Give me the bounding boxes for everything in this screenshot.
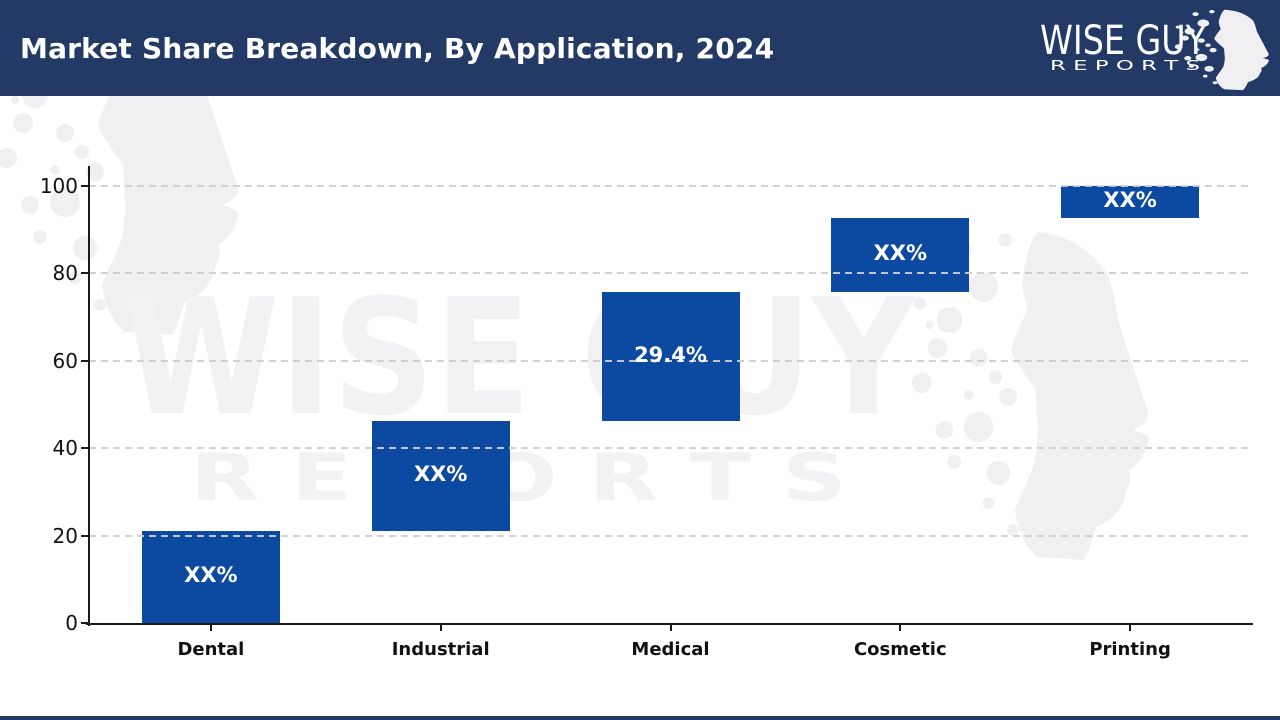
x-category-label-industrial: Industrial — [391, 639, 490, 660]
y-tick-80 — [81, 272, 89, 274]
x-tick-dental — [209, 623, 212, 631]
bar-value-label-industrial: XX% — [413, 462, 468, 486]
y-tick-0 — [81, 622, 89, 624]
y-tick-40 — [81, 447, 89, 449]
y-tick-label-40: 40 — [52, 436, 78, 460]
gridline-y-40 — [89, 447, 1253, 449]
header-bar: Market Share Breakdown, By Application, … — [0, 0, 1280, 96]
footer-strip — [0, 716, 1280, 720]
x-tick-industrial — [439, 623, 442, 631]
gridline-y-100 — [89, 184, 1253, 187]
gridline-y-80 — [89, 272, 1253, 274]
gridline-y-20 — [89, 534, 1253, 537]
bar-value-label-printing: XX% — [1103, 187, 1157, 212]
y-tick-label-60: 60 — [52, 348, 78, 373]
bar-dental — [141, 531, 280, 623]
x-category-label-cosmetic: Cosmetic — [853, 639, 947, 660]
y-tick-label-80: 80 — [52, 261, 78, 285]
bar-value-label-dental: XX% — [184, 563, 238, 588]
bar-value-label-medical: 29.4% — [634, 342, 707, 367]
logo-line1: WISE GUY — [1040, 18, 1206, 64]
y-tick-100 — [81, 184, 89, 187]
x-tick-medical — [669, 623, 672, 631]
page-title: Market Share Breakdown, By Application, … — [20, 31, 775, 65]
x-category-label-medical: Medical — [631, 639, 710, 660]
y-tick-20 — [81, 534, 89, 537]
bar-value-label-cosmetic: XX% — [873, 241, 928, 266]
y-tick-label-0: 0 — [65, 611, 78, 635]
y-tick-label-100: 100 — [39, 173, 78, 198]
x-category-label-dental: Dental — [177, 639, 245, 660]
watermark-line2: R E P O R T S — [190, 441, 847, 516]
y-axis-line — [88, 165, 90, 626]
logo-line2: R E P O R T S — [1050, 59, 1200, 74]
bar-cosmetic — [831, 218, 970, 293]
y-tick-60 — [81, 359, 89, 362]
watermark-line1: WISE GUY — [123, 264, 917, 451]
x-tick-printing — [1129, 623, 1132, 631]
bar-printing — [1061, 185, 1200, 219]
gridline-y-60 — [89, 359, 1253, 362]
bar-medical — [601, 292, 740, 421]
bar-industrial — [371, 420, 510, 532]
chart-plot-area: 0 20 40 60 80 100 XX% Dental XX% Industrial 29.4% M… — [0, 96, 1280, 716]
x-tick-cosmetic — [899, 623, 902, 631]
wiseguy-logo: WISE GUY R E P O R T S — [1024, 4, 1274, 92]
x-category-label-printing: Printing — [1089, 639, 1171, 660]
y-tick-label-20: 20 — [52, 523, 78, 548]
